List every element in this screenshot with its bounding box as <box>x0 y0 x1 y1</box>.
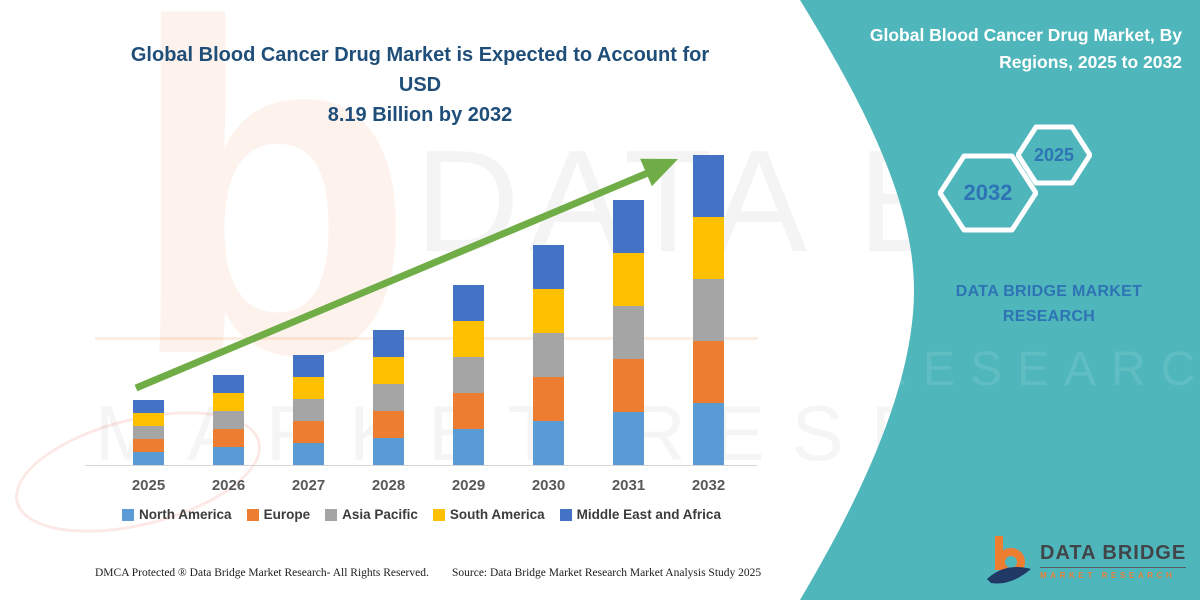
bar-segment-2032-north-america <box>693 403 724 465</box>
bar-segment-2026-asia-pacific <box>213 411 244 429</box>
hexagon-year-2025: 2025 <box>1033 145 1075 165</box>
bar-segment-2032-asia-pacific <box>693 279 724 341</box>
bar-segment-2032-south-america <box>693 217 724 279</box>
logo-text: DATA BRIDGE MARKET RESEARCH <box>1040 542 1187 580</box>
legend-item-asia-pacific: Asia Pacific <box>325 507 418 522</box>
bar-segment-2031-middle-east-and-africa <box>613 200 644 253</box>
legend-item-north-america: North America <box>122 507 232 522</box>
logo-divider <box>1040 567 1187 568</box>
legend-item-south-america: South America <box>432 507 545 522</box>
footer-source-text: Source: Data Bridge Market Research Mark… <box>452 567 762 579</box>
bar-segment-2031-south-america <box>613 253 644 306</box>
bar-segment-2030-north-america <box>533 421 564 465</box>
x-axis-label-2028: 2028 <box>371 477 406 494</box>
chart-title-line1: Global Blood Cancer Drug Market is Expec… <box>130 44 710 96</box>
x-axis-line <box>85 465 757 466</box>
bar-segment-2029-europe <box>453 393 484 429</box>
legend-label: South America <box>449 507 545 522</box>
legend-swatch <box>559 508 572 521</box>
data-bridge-logo-icon <box>987 536 1031 584</box>
bar-segment-2030-asia-pacific <box>533 333 564 377</box>
bar-segment-2025-europe <box>133 439 164 452</box>
bar-segment-2025-south-america <box>133 413 164 426</box>
x-axis-label-2029: 2029 <box>451 477 486 494</box>
bar-segment-2025-asia-pacific <box>133 426 164 439</box>
chart-legend: North America Europe Asia Pacific South Ame… <box>85 507 758 522</box>
x-axis-label-2031: 2031 <box>611 477 646 494</box>
bar-segment-2027-north-america <box>293 443 324 465</box>
legend-swatch <box>122 508 135 521</box>
bar-segment-2025-north-america <box>133 452 164 465</box>
bar-segment-2029-asia-pacific <box>453 357 484 393</box>
bar-segment-2032-middle-east-and-africa <box>693 155 724 217</box>
bar-segment-2025-middle-east-and-africa <box>133 400 164 413</box>
bar-segment-2030-europe <box>533 377 564 421</box>
side-panel-heading: Global Blood Cancer Drug Market, By Regi… <box>869 25 1182 73</box>
bar-segment-2028-europe <box>373 411 404 438</box>
legend-item-middle-east-and-africa: Middle East and Africa <box>559 507 721 522</box>
bar-segment-2031-europe <box>613 359 644 412</box>
legend-label: Europe <box>263 507 311 522</box>
x-axis-label-2030: 2030 <box>531 477 566 494</box>
bar-segment-2027-europe <box>293 421 324 443</box>
bar-segment-2027-middle-east-and-africa <box>293 355 324 377</box>
bar-segment-2026-middle-east-and-africa <box>213 375 244 393</box>
data-bridge-logo: DATA BRIDGE MARKET RESEARCH <box>986 534 1187 588</box>
x-axis-label-2032: 2032 <box>691 477 726 494</box>
bar-segment-2029-north-america <box>453 429 484 465</box>
bar-segment-2027-south-america <box>293 377 324 399</box>
bar-segment-2028-middle-east-and-africa <box>373 330 404 357</box>
legend-label: Asia Pacific <box>342 507 418 522</box>
legend-swatch <box>432 508 445 521</box>
brand-name-text: DATA BRIDGE MARKET RESEARCH <box>955 283 1143 325</box>
bar-segment-2026-europe <box>213 429 244 447</box>
bar-segment-2031-north-america <box>613 412 644 465</box>
legend-label: Middle East and Africa <box>576 507 721 522</box>
bar-segment-2029-south-america <box>453 321 484 357</box>
legend-label: North America <box>139 507 232 522</box>
bar-segment-2026-south-america <box>213 393 244 411</box>
x-axis-label-2026: 2026 <box>211 477 246 494</box>
legend-swatch <box>325 508 338 521</box>
chart-title: Global Blood Cancer Drug Market is Expec… <box>112 40 728 130</box>
bar-segment-2028-south-america <box>373 357 404 384</box>
legend-item-europe: Europe <box>246 507 311 522</box>
footer-dmca-text: DMCA Protected ® Data Bridge Market Rese… <box>95 567 429 579</box>
logo-title: DATA BRIDGE <box>1040 542 1187 564</box>
bar-segment-2030-middle-east-and-africa <box>533 245 564 289</box>
bar-segment-2032-europe <box>693 341 724 403</box>
x-axis-label-2027: 2027 <box>291 477 326 494</box>
bar-segment-2030-south-america <box>533 289 564 333</box>
bar-segment-2029-middle-east-and-africa <box>453 285 484 321</box>
bar-segment-2026-north-america <box>213 447 244 465</box>
bar-segment-2031-asia-pacific <box>613 306 644 359</box>
bar-segment-2028-asia-pacific <box>373 384 404 411</box>
legend-swatch <box>246 508 259 521</box>
bar-segment-2028-north-america <box>373 438 404 465</box>
logo-subtitle: MARKET RESEARCH <box>1040 571 1176 580</box>
chart-title-line2: 8.19 Billion by 2032 <box>327 104 513 126</box>
bar-segment-2027-asia-pacific <box>293 399 324 421</box>
x-axis-label-2025: 2025 <box>131 477 166 494</box>
